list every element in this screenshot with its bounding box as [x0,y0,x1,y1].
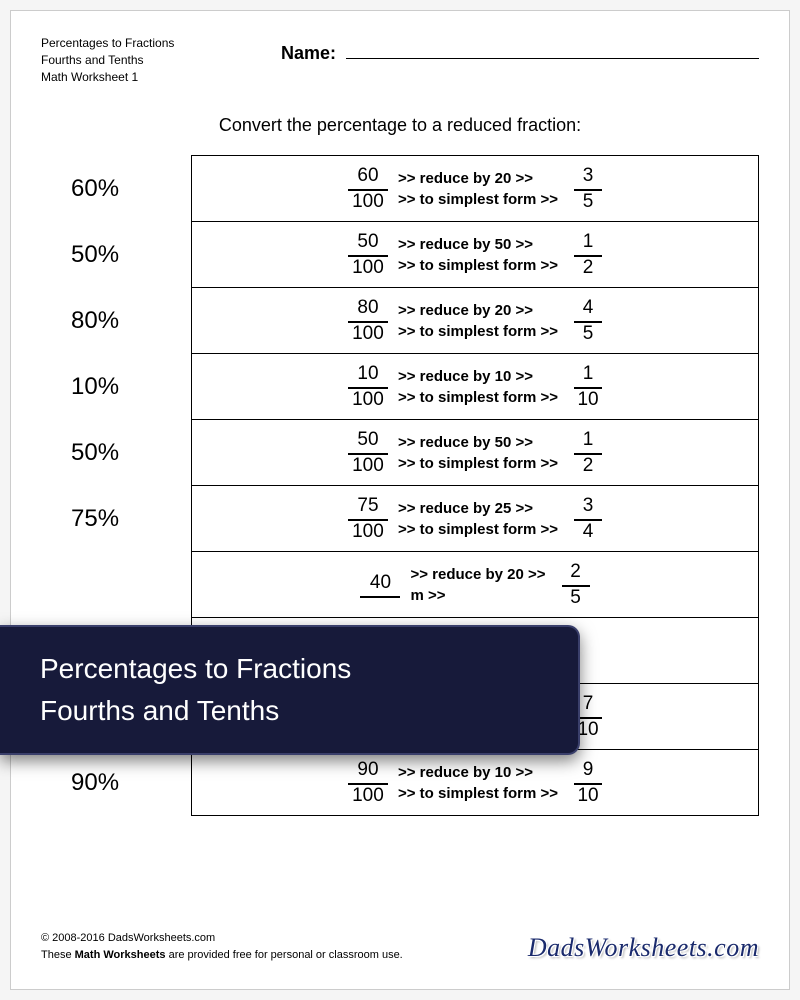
simplest-text: >> to simplest form >> [398,521,558,538]
simplest-text: >> to simplest form >> [398,257,558,274]
problem-row: 60% 60100 >> reduce by 20 >> >> to simplest… [51,156,759,222]
answer-box: 50100 >> reduce by 50 >> >> to simplest fo… [191,221,759,288]
simplest-text: >> to simplest form >> [398,389,558,406]
result-denominator: 4 [574,521,602,543]
reduce-text: >> reduce by 10 >> [398,764,558,781]
usage-line: These Math Worksheets are provided free … [41,947,403,964]
percent-value: 60% [51,156,191,222]
reduce-text: >> reduce by 25 >> [398,500,558,517]
simplest-text: >> to simplest form >> [398,323,558,340]
simplest-text: >> to simplest form >> [398,785,558,802]
simplest-text: m >> [410,587,545,604]
percent-value: 50% [51,420,191,486]
denominator: 100 [348,257,388,279]
denominator: 100 [348,323,388,345]
header: Percentages to Fractions Fourths and Ten… [41,35,759,85]
name-field: Name: [281,43,759,64]
problem-row: 80% 80100 >> reduce by 20 >> >> to simplest… [51,288,759,354]
simplest-text: >> to simplest form >> [398,191,558,208]
percent-value [51,552,191,618]
result-numerator: 4 [574,297,602,323]
overlay-line-1: Percentages to Fractions [40,648,578,690]
percent-value: 80% [51,288,191,354]
answer-box: 50100 >> reduce by 50 >> >> to simplest fo… [191,419,759,486]
problem-row: 50% 50100 >> reduce by 50 >> >> to simplest… [51,420,759,486]
title-line-1: Percentages to Fractions [41,35,241,52]
result-denominator: 5 [574,191,602,213]
denominator: 100 [348,389,388,411]
numerator: 40 [360,572,400,598]
answer-box: 40 >> reduce by 20 >> m >> 25 [191,551,759,618]
numerator: 60 [348,165,388,191]
result-numerator: 1 [574,429,602,455]
title-line-2: Fourths and Tenths [41,52,241,69]
result-numerator: 1 [574,363,602,389]
result-numerator: 3 [574,165,602,191]
reduce-text: >> reduce by 50 >> [398,236,558,253]
answer-box: 80100 >> reduce by 20 >> >> to simplest fo… [191,287,759,354]
reduce-text: >> reduce by 10 >> [398,368,558,385]
answer-box: 60100 >> reduce by 20 >> >> to simplest fo… [191,155,759,222]
numerator: 75 [348,495,388,521]
problem-row: 50% 50100 >> reduce by 50 >> >> to simplest… [51,222,759,288]
result-numerator: 1 [574,231,602,257]
numerator: 90 [348,759,388,785]
math-worksheets-link[interactable]: Math Worksheets [75,949,166,961]
numerator: 50 [348,429,388,455]
numerator: 10 [348,363,388,389]
title-overlay-banner: Percentages to Fractions Fourths and Ten… [0,625,580,755]
reduce-text: >> reduce by 20 >> [398,302,558,319]
result-numerator: 9 [574,759,602,785]
footer-text: © 2008-2016 DadsWorksheets.com These Mat… [41,930,403,963]
reduce-text: >> reduce by 50 >> [398,434,558,451]
answer-box: 10100>> reduce by 10 >>>> to simplest fo… [191,353,759,420]
result-denominator: 10 [574,389,602,411]
reduce-text: >> reduce by 20 >> [398,170,558,187]
copyright: © 2008-2016 DadsWorksheets.com [41,930,403,947]
footer: © 2008-2016 DadsWorksheets.com These Mat… [41,930,759,963]
result-numerator: 3 [574,495,602,521]
percent-value: 10% [51,354,191,420]
overlay-line-2: Fourths and Tenths [40,690,578,732]
name-label: Name: [281,43,336,64]
result-numerator: 2 [562,561,590,587]
brand-logo: DadsWorksheets.com [528,933,759,963]
answer-box: 75100 >> reduce by 25 >> >> to simplest fo… [191,485,759,552]
title-line-3: Math Worksheet 1 [41,69,241,86]
problem-row: 90% 90100 >> reduce by 10 >> >> to simplest… [51,750,759,816]
simplest-text: >> to simplest form >> [398,455,558,472]
denominator: 100 [348,455,388,477]
reduce-text: >> reduce by 20 >> [410,566,545,583]
problem-row: 40 >> reduce by 20 >> m >> 25 [51,552,759,618]
numerator: 80 [348,297,388,323]
result-denominator: 10 [574,785,602,807]
denominator: 100 [348,521,388,543]
instruction-text: Convert the percentage to a reduced frac… [41,115,759,136]
result-denominator: 2 [574,455,602,477]
name-input-line[interactable] [346,58,759,59]
problem-row: 10%10100>> reduce by 10 >>>> to simplest… [51,354,759,420]
denominator: 100 [348,191,388,213]
answer-box: 90100 >> reduce by 10 >> >> to simplest fo… [191,749,759,816]
header-titles: Percentages to Fractions Fourths and Ten… [41,35,241,85]
worksheet-page: Percentages to Fractions Fourths and Ten… [10,10,790,990]
result-denominator: 5 [562,587,590,609]
percent-value: 90% [51,750,191,816]
result-denominator: 2 [574,257,602,279]
percent-value: 75% [51,486,191,552]
result-denominator: 5 [574,323,602,345]
denominator: 100 [348,785,388,807]
percent-value: 50% [51,222,191,288]
problem-row: 75% 75100 >> reduce by 25 >> >> to simplest… [51,486,759,552]
numerator: 50 [348,231,388,257]
